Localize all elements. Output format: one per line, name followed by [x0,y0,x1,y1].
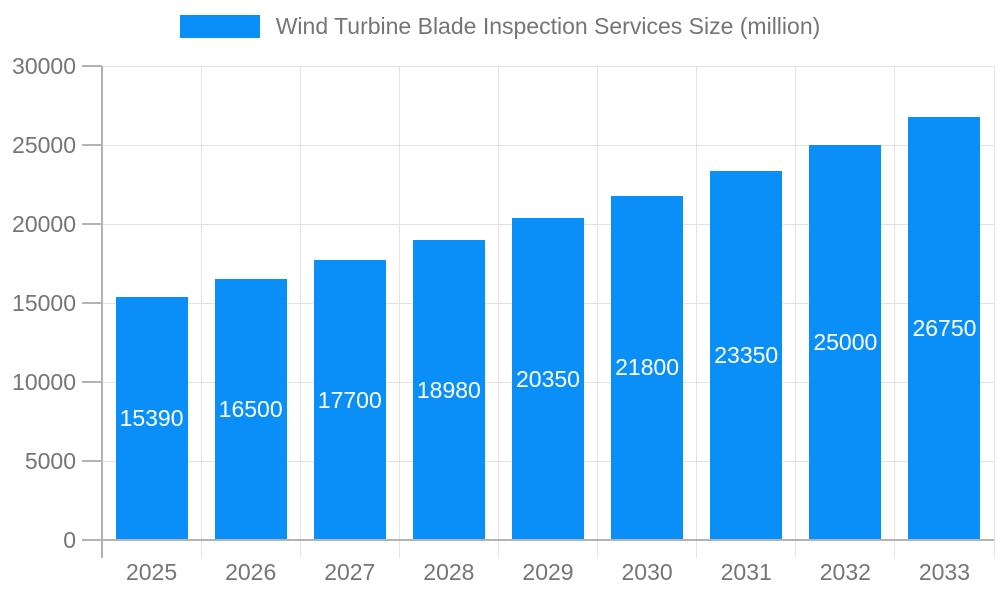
y-tick-mark [82,223,102,225]
bar-value-label: 17700 [317,386,382,413]
bar[interactable]: 23350 [710,171,783,540]
bar-value-label: 26750 [912,315,977,342]
v-gridline [696,66,698,558]
bar-value-label: 23350 [714,342,779,369]
bar-value-label: 16500 [218,396,283,423]
v-gridline [299,66,301,558]
x-axis-label: 2026 [225,559,277,585]
v-gridline [398,66,400,558]
x-axis-line [82,539,994,541]
x-axis-label: 2027 [324,559,376,585]
v-gridline [200,66,202,558]
x-axis-label: 2029 [522,559,574,585]
legend-label: Wind Turbine Blade Inspection Services S… [275,13,821,39]
y-axis-label: 15000 [12,290,76,316]
x-axis-label: 2025 [125,559,178,585]
bar[interactable]: 26750 [908,117,981,540]
y-tick-mark [82,460,102,462]
legend[interactable]: Wind Turbine Blade Inspection Services S… [0,13,1000,40]
y-tick-mark [82,65,102,67]
h-gridline [102,65,994,67]
bar-value-label: 20350 [516,365,580,392]
v-gridline [795,66,797,558]
y-axis-label: 25000 [12,132,76,158]
bar[interactable]: 16500 [214,279,287,540]
bar[interactable]: 21800 [611,195,684,540]
bar-value-label: 15390 [119,404,184,431]
bar-value-label: 18980 [416,376,481,403]
v-gridline [597,66,599,558]
v-gridline [993,66,995,558]
y-axis-label: 0 [63,527,76,553]
bar-value-label: 25000 [813,329,878,355]
bar[interactable]: 25000 [809,145,882,540]
bar[interactable]: 17700 [313,260,386,540]
x-axis-label: 2030 [621,559,673,585]
x-axis-label: 2028 [423,559,475,585]
legend-swatch-icon [179,15,260,38]
x-axis-label: 2033 [918,559,971,585]
bar[interactable]: 15390 [115,296,188,540]
y-tick-mark [82,381,102,383]
y-tick-mark [82,302,102,304]
bar[interactable]: 20350 [512,218,584,540]
h-gridline [102,144,994,146]
y-axis-label: 10000 [12,369,76,395]
bar-value-label: 21800 [615,354,680,381]
y-axis-line [101,66,103,558]
y-axis-label: 20000 [12,211,76,237]
y-tick-mark [82,144,102,146]
v-gridline [497,66,499,558]
y-axis-label: 5000 [24,448,76,474]
v-gridline [894,66,896,558]
x-axis-label: 2032 [819,559,871,585]
bar[interactable]: 18980 [412,240,485,540]
y-axis-label: 30000 [12,53,76,79]
x-axis-label: 2031 [720,559,772,585]
